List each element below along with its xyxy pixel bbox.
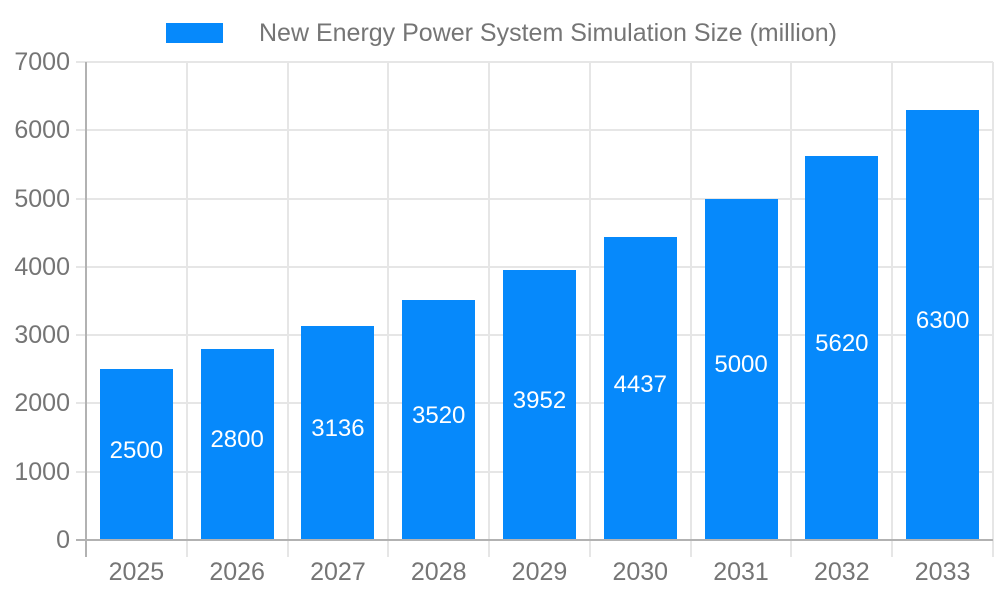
legend-swatch [166,23,223,43]
x-tick-label: 2031 [713,558,769,586]
gridline-v [588,62,591,557]
bar-2028[interactable] [402,299,476,540]
bar-value-label: 2500 [109,436,164,464]
y-tick-label: 0 [56,526,70,554]
x-tick-label: 2033 [914,558,971,586]
bar-2026[interactable] [200,348,274,540]
y-tick-label: 4000 [14,252,70,281]
legend-label: New Energy Power System Simulation Size … [259,18,837,47]
bar-value-label: 3520 [412,401,466,429]
bar-value-label: 5620 [815,330,869,358]
x-tick-label: 2032 [814,558,870,586]
bar-2032[interactable] [805,156,879,540]
y-tick-label: 2000 [14,389,70,418]
gridline-h [76,265,993,268]
bar-2025[interactable] [99,369,173,540]
x-tick-label: 2025 [108,558,165,586]
gridline-h [76,197,993,200]
gridline-v [387,62,390,557]
y-tick-label: 5000 [14,184,70,213]
bar-value-label: 6300 [915,306,970,334]
x-tick-label: 2026 [209,558,265,586]
y-axis-line [85,62,87,557]
x-tick-label: 2028 [410,558,467,586]
gridline-h [76,129,993,132]
gridline-v [185,62,188,557]
gridline-v [286,62,289,557]
bar-value-label: 5000 [714,351,768,379]
x-axis-line [76,539,993,541]
gridline-h [76,61,993,63]
y-tick-label: 7000 [14,48,70,76]
gridline-v [891,62,894,557]
gridline-v [689,62,692,557]
bar-2031[interactable] [704,198,778,540]
bar-value-label: 4437 [613,370,667,398]
bar-2033[interactable] [906,109,980,540]
x-tick-label: 2030 [612,558,669,586]
gridline-v [488,62,491,557]
y-tick-label: 3000 [14,321,70,350]
bar-value-label: 3952 [512,387,567,415]
y-tick-label: 1000 [14,457,70,486]
bar-value-label: 2800 [210,426,264,454]
x-tick-label: 2029 [511,558,568,586]
bar-2027[interactable] [301,325,375,540]
gridline-v [790,62,793,557]
bar-2030[interactable] [603,237,677,540]
bar-2029[interactable] [503,270,576,540]
y-tick-label: 6000 [14,116,70,145]
legend[interactable]: New Energy Power System Simulation Size … [166,17,837,49]
x-tick-label: 2027 [310,558,366,586]
bar-value-label: 3136 [311,414,365,442]
gridline-v [992,62,994,557]
